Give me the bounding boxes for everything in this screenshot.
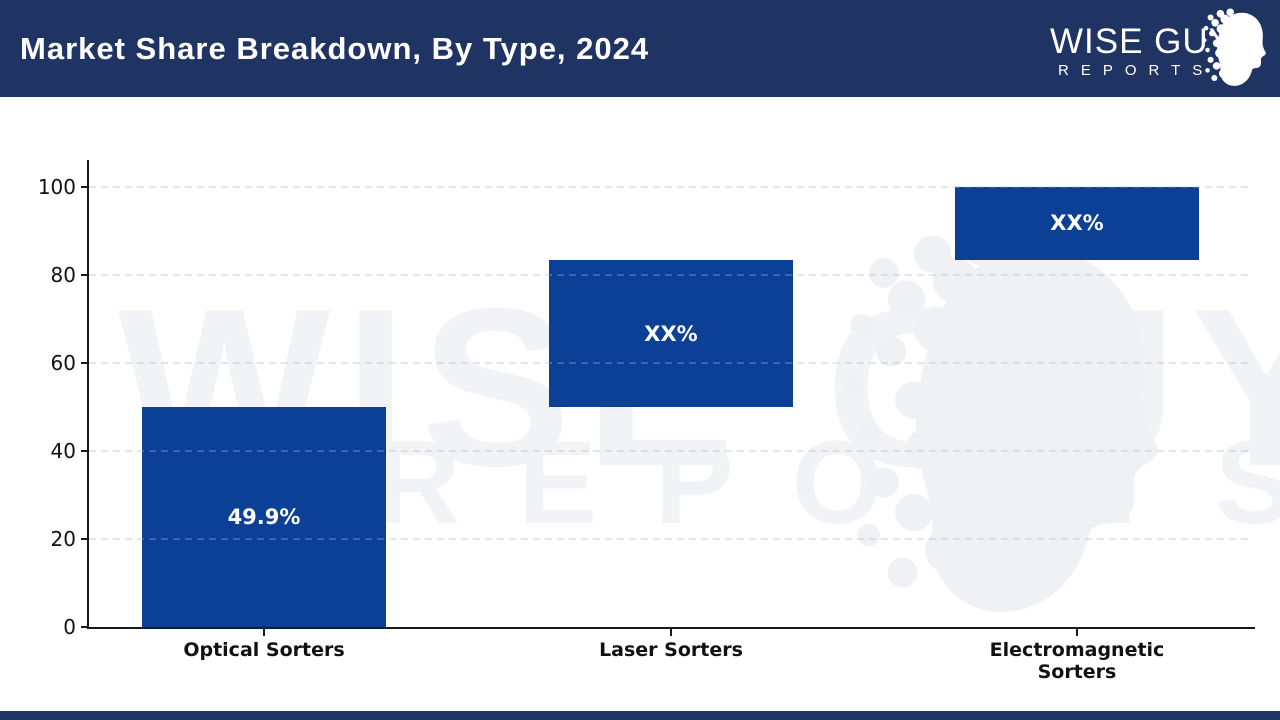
gridline-80 — [89, 274, 1253, 276]
y-tick-mark-80 — [81, 274, 87, 276]
y-tick-mark-100 — [81, 186, 87, 188]
y-tick-label-0: 0 — [63, 615, 76, 639]
watermark-sub-text: REPORTS — [375, 417, 1280, 549]
y-tick-mark-40 — [81, 450, 87, 452]
x-tick-mark-1 — [263, 629, 265, 636]
chart-title: Market Share Breakdown, By Type, 2024 — [20, 30, 650, 66]
bar-1: 49.9% — [142, 407, 386, 627]
y-tick-mark-0 — [81, 626, 87, 628]
footer-bar — [0, 711, 1280, 720]
y-axis-line — [87, 160, 89, 629]
header: Market Share Breakdown, By Type, 2024 WI… — [0, 0, 1280, 97]
logo-face-icon — [1200, 8, 1268, 92]
x-category-label-1: Optical Sorters — [183, 639, 345, 661]
bar-2: XX% — [549, 259, 793, 408]
bar-value-label-1: 49.9% — [227, 505, 301, 530]
logo-sub-text: REPORTS — [1058, 62, 1215, 79]
gridline-60 — [89, 362, 1253, 364]
x-axis-line — [87, 627, 1255, 629]
bar-value-label-3: XX% — [1050, 211, 1104, 236]
y-tick-label-100: 100 — [37, 175, 76, 199]
y-tick-mark-20 — [81, 538, 87, 540]
x-category-label-3: Electromagnetic Sorters — [989, 639, 1165, 683]
y-tick-label-80: 80 — [50, 263, 76, 287]
x-tick-mark-2 — [670, 629, 672, 636]
y-tick-label-20: 20 — [50, 527, 76, 551]
gridline-20 — [89, 538, 1253, 540]
gridline-40 — [89, 450, 1253, 452]
wiseguy-logo: WISE GUY REPORTS — [1008, 4, 1268, 94]
y-tick-label-60: 60 — [50, 351, 76, 375]
logo-brand-text: WISE GUY — [1050, 22, 1234, 61]
bar-value-label-2: XX% — [644, 321, 698, 346]
bar-3: XX% — [955, 187, 1199, 260]
y-tick-label-40: 40 — [50, 439, 76, 463]
watermark-face-icon — [830, 228, 1170, 640]
gridline-100 — [89, 186, 1253, 188]
x-category-label-2: Laser Sorters — [599, 639, 743, 661]
y-tick-mark-60 — [81, 362, 87, 364]
x-tick-mark-3 — [1076, 629, 1078, 636]
